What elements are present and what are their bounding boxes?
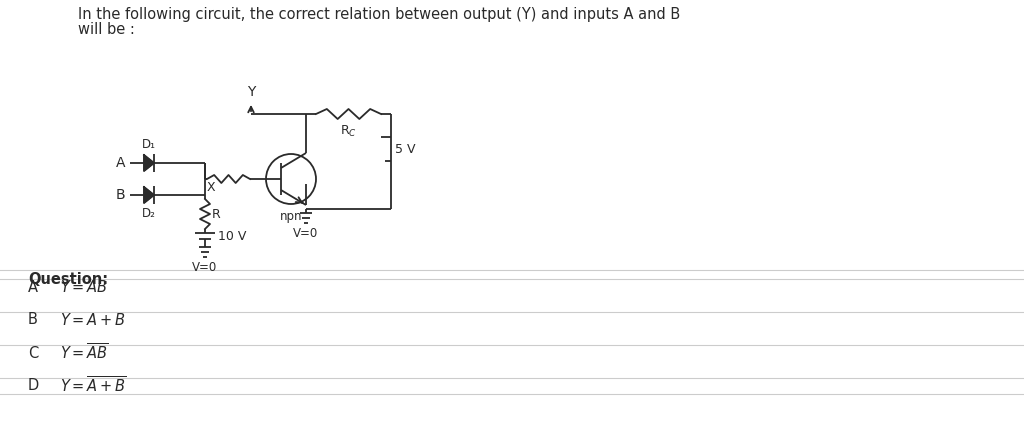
Text: $Y = A + B$: $Y = A + B$ xyxy=(60,312,126,328)
Text: V=0: V=0 xyxy=(193,261,218,274)
Text: V=0: V=0 xyxy=(293,227,318,240)
Text: will be :: will be : xyxy=(78,22,135,37)
Text: R$_C$: R$_C$ xyxy=(340,124,356,139)
Polygon shape xyxy=(144,155,154,171)
Text: B: B xyxy=(116,188,125,202)
Text: D₁: D₁ xyxy=(142,138,156,151)
Text: C: C xyxy=(28,346,38,360)
Text: $Y = AB$: $Y = AB$ xyxy=(60,279,108,295)
Text: 5 V: 5 V xyxy=(395,142,416,156)
Text: X: X xyxy=(207,181,216,194)
Text: $Y = \overline{A+B}$: $Y = \overline{A+B}$ xyxy=(60,376,127,396)
Text: Question:: Question: xyxy=(28,272,109,287)
Text: D₂: D₂ xyxy=(142,207,156,220)
Text: B: B xyxy=(28,312,38,328)
Text: R: R xyxy=(212,207,221,221)
Text: D: D xyxy=(28,379,39,394)
Text: In the following circuit, the correct relation between output (Y) and inputs A a: In the following circuit, the correct re… xyxy=(78,7,680,22)
Text: npn: npn xyxy=(280,210,302,223)
Text: Y: Y xyxy=(247,85,255,99)
Polygon shape xyxy=(144,187,154,203)
Text: A: A xyxy=(28,280,38,295)
Text: 10 V: 10 V xyxy=(218,230,247,243)
Text: A: A xyxy=(116,156,125,170)
Text: $Y = \overline{AB}$: $Y = \overline{AB}$ xyxy=(60,343,109,363)
